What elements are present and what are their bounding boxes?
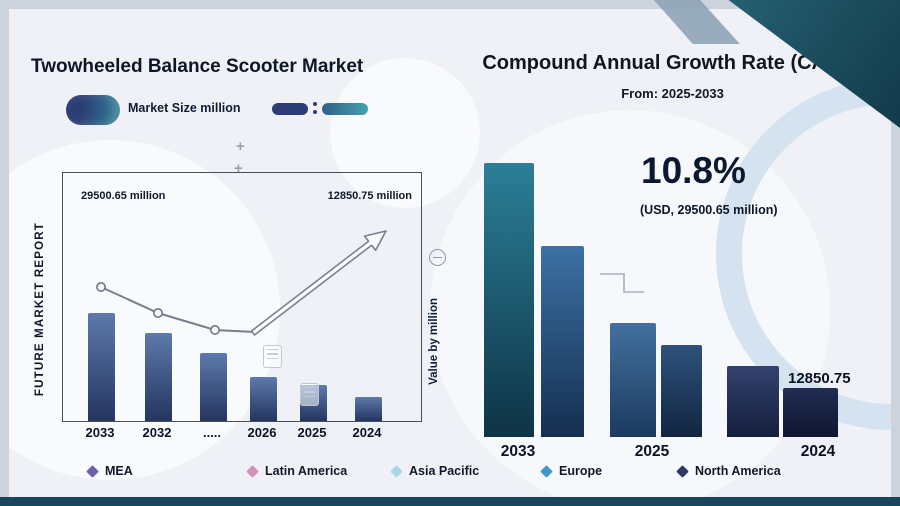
legend-label: Europe xyxy=(559,464,603,478)
document-icon xyxy=(300,383,319,406)
cagr-value: 10.8% xyxy=(641,150,746,191)
plus-icon: + xyxy=(236,138,245,155)
left-chart-title: Twowheeled Balance Scooter Market xyxy=(31,56,364,77)
document-icon xyxy=(263,345,282,368)
colon-dot-icon xyxy=(313,102,317,106)
left-bar xyxy=(145,333,172,421)
region-legend: MEA Latin America Asia Pacific Europe North … xyxy=(0,464,900,486)
legend-diamond-icon xyxy=(676,464,689,478)
legend-item: North America xyxy=(676,464,781,478)
legend-label: MEA xyxy=(105,464,133,478)
left-x-labels: 2033 2032..... 2026 2025 2024 xyxy=(62,425,420,445)
right-bar xyxy=(610,323,656,437)
legend-label: North America xyxy=(695,464,781,478)
right-annotation: 12850.75 xyxy=(788,370,851,387)
left-annotation-left: 29500.65 million xyxy=(81,190,166,202)
left-bar xyxy=(250,377,277,421)
left-x-label: 2032 xyxy=(142,425,172,440)
right-bar xyxy=(783,388,838,437)
legend-label: Asia Pacific xyxy=(409,464,480,478)
legend-diamond-icon xyxy=(86,464,99,478)
right-bar xyxy=(484,163,534,437)
cagr-detail: (USD, 29500.65 million) xyxy=(640,203,778,217)
right-bar xyxy=(661,345,702,437)
left-x-label: 2024 xyxy=(352,425,382,440)
left-x-label: 2025 xyxy=(297,425,327,440)
scale-pill-gradient-icon xyxy=(322,103,368,115)
right-x-label: 2024 xyxy=(800,443,836,460)
plus-icon: + xyxy=(234,160,243,177)
colon-dot-icon xyxy=(313,110,317,114)
left-x-label: 2026 xyxy=(247,425,277,440)
scale-pill-dark-icon xyxy=(272,103,308,115)
legend-diamond-icon xyxy=(246,464,259,478)
left-annotation-right: 12850.75 million xyxy=(327,190,412,202)
legend-diamond-icon xyxy=(390,464,403,478)
right-chart-title: Compound Annual Growth Rate (CAGR) xyxy=(482,52,863,74)
left-bar xyxy=(355,397,382,421)
circle-minus-icon xyxy=(429,249,446,266)
legend-item: Europe xyxy=(540,464,603,478)
market-size-pill-icon xyxy=(66,95,120,125)
background-blob xyxy=(330,58,480,208)
legend-label: Latin America xyxy=(265,464,348,478)
right-x-label: 2025 xyxy=(634,443,670,460)
bottom-strip-decoration xyxy=(0,497,900,506)
right-bar xyxy=(541,246,584,437)
left-x-label: ..... xyxy=(202,425,222,440)
right-bar xyxy=(727,366,779,437)
right-chart-subtitle: From: 2025-2033 xyxy=(621,86,724,101)
right-x-label: 2033 xyxy=(500,443,536,460)
legend-item: Latin America xyxy=(246,464,348,478)
left-bar xyxy=(200,353,227,421)
left-x-label: 2033 xyxy=(85,425,115,440)
legend-diamond-icon xyxy=(540,464,553,478)
market-size-label: Market Size million xyxy=(128,101,241,115)
step-outline-decoration xyxy=(600,273,644,293)
legend-item: Asia Pacific xyxy=(390,464,480,478)
legend-item: MEA xyxy=(86,464,133,478)
